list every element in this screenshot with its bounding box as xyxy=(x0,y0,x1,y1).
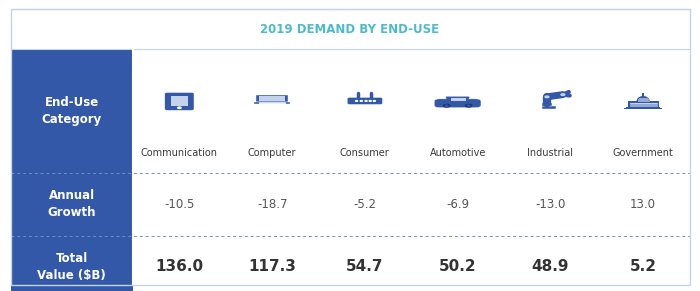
Text: Consumer: Consumer xyxy=(340,148,390,158)
Text: 136.0: 136.0 xyxy=(155,260,204,274)
Text: -6.9: -6.9 xyxy=(446,198,469,211)
Circle shape xyxy=(468,105,470,106)
Text: 5.2: 5.2 xyxy=(629,260,657,274)
Circle shape xyxy=(445,105,448,106)
FancyBboxPatch shape xyxy=(254,102,290,104)
Text: -18.7: -18.7 xyxy=(257,198,288,211)
Text: Industrial: Industrial xyxy=(527,148,573,158)
Text: -5.2: -5.2 xyxy=(354,198,377,211)
Text: Total
Value ($B): Total Value ($B) xyxy=(37,252,106,282)
Text: Automotive: Automotive xyxy=(429,148,486,158)
FancyBboxPatch shape xyxy=(164,93,194,110)
FancyBboxPatch shape xyxy=(10,173,133,236)
Circle shape xyxy=(444,104,449,107)
Polygon shape xyxy=(637,97,649,102)
Text: Government: Government xyxy=(612,148,673,158)
Text: Annual
Growth: Annual Growth xyxy=(48,189,96,219)
FancyBboxPatch shape xyxy=(451,98,458,101)
FancyBboxPatch shape xyxy=(626,107,661,108)
Text: 13.0: 13.0 xyxy=(630,198,656,211)
Circle shape xyxy=(466,104,472,107)
FancyBboxPatch shape xyxy=(10,49,133,173)
Circle shape xyxy=(356,100,358,101)
FancyBboxPatch shape xyxy=(434,99,481,108)
FancyBboxPatch shape xyxy=(347,97,382,104)
Text: -10.5: -10.5 xyxy=(164,198,195,211)
FancyBboxPatch shape xyxy=(542,106,556,109)
Text: 2019 DEMAND BY END-USE: 2019 DEMAND BY END-USE xyxy=(260,23,440,36)
Circle shape xyxy=(369,100,371,101)
Circle shape xyxy=(545,96,549,98)
FancyBboxPatch shape xyxy=(628,102,659,107)
Text: 50.2: 50.2 xyxy=(439,260,477,274)
Circle shape xyxy=(365,100,367,101)
Circle shape xyxy=(373,100,375,101)
Polygon shape xyxy=(447,97,469,102)
Text: Communication: Communication xyxy=(141,148,218,158)
Text: End-Use
Category: End-Use Category xyxy=(41,96,102,126)
Circle shape xyxy=(360,100,363,101)
FancyBboxPatch shape xyxy=(171,96,188,106)
FancyBboxPatch shape xyxy=(542,104,552,106)
FancyBboxPatch shape xyxy=(256,95,288,102)
Text: Computer: Computer xyxy=(248,148,296,158)
FancyBboxPatch shape xyxy=(259,96,286,101)
FancyBboxPatch shape xyxy=(10,236,133,291)
FancyBboxPatch shape xyxy=(458,98,466,101)
Text: 48.9: 48.9 xyxy=(531,260,569,274)
Text: 54.7: 54.7 xyxy=(346,260,384,274)
Text: 117.3: 117.3 xyxy=(248,260,296,274)
FancyBboxPatch shape xyxy=(638,100,648,102)
Circle shape xyxy=(561,94,565,95)
FancyBboxPatch shape xyxy=(624,108,662,109)
Circle shape xyxy=(178,107,181,109)
Text: -13.0: -13.0 xyxy=(536,198,566,211)
